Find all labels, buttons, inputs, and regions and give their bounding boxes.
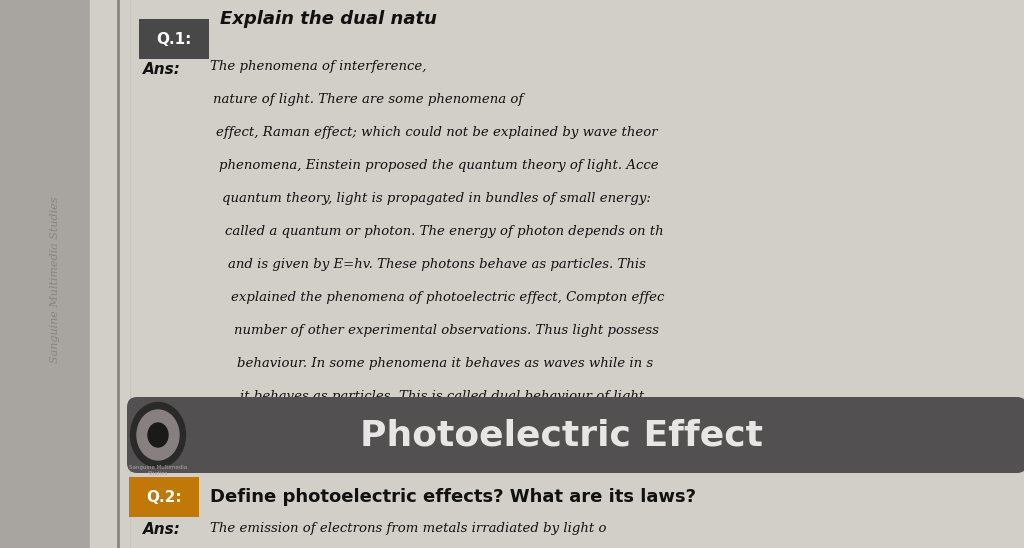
Text: The emission of electrons from metals irradiated by light o: The emission of electrons from metals ir… [210,522,606,535]
Text: Q.2:: Q.2: [146,489,182,505]
Text: Studies: Studies [147,471,168,476]
Text: Photoelectric Effect: Photoelectric Effect [360,418,763,452]
Ellipse shape [130,402,185,467]
Text: behaviour. In some phenomena it behaves as waves while in s: behaviour. In some phenomena it behaves … [237,357,653,370]
Text: phenomena, Einstein proposed the quantum theory of light. Acce: phenomena, Einstein proposed the quantum… [219,159,658,172]
FancyBboxPatch shape [127,397,1024,473]
FancyBboxPatch shape [139,19,209,59]
Text: Ans:: Ans: [143,62,181,77]
Text: Define photoelectric effects? What are its laws?: Define photoelectric effects? What are i… [210,488,696,506]
Text: The phenomena of interference,: The phenomena of interference, [210,60,427,73]
Text: nature of light. There are some phenomena of: nature of light. There are some phenomen… [213,93,523,106]
Text: it behaves as particles. This is called dual behaviour of light.: it behaves as particles. This is called … [240,390,648,403]
Text: number of other experimental observations. Thus light possess: number of other experimental observation… [234,324,658,337]
Text: effect, Raman effect; which could not be explained by wave theor: effect, Raman effect; which could not be… [216,126,657,139]
Text: quantum theory, light is propagated in bundles of small energy:: quantum theory, light is propagated in b… [222,192,651,205]
Text: Sanguine Multimedia: Sanguine Multimedia [129,465,187,470]
Text: Explain the dual natu: Explain the dual natu [220,10,437,28]
Text: explained the phenomena of photoelectric effect, Compton effec: explained the phenomena of photoelectric… [231,291,665,304]
Text: and is given by E=hv. These photons behave as particles. This: and is given by E=hv. These photons beha… [228,258,646,271]
Ellipse shape [137,410,179,460]
Text: called a quantum or photon. The energy of photon depends on th: called a quantum or photon. The energy o… [225,225,664,238]
Text: Q.1:: Q.1: [157,31,191,47]
FancyBboxPatch shape [129,477,199,517]
Ellipse shape [148,423,168,447]
Text: Sanguine Multimedia Studies: Sanguine Multimedia Studies [50,197,60,363]
Text: Ans:: Ans: [143,522,181,537]
